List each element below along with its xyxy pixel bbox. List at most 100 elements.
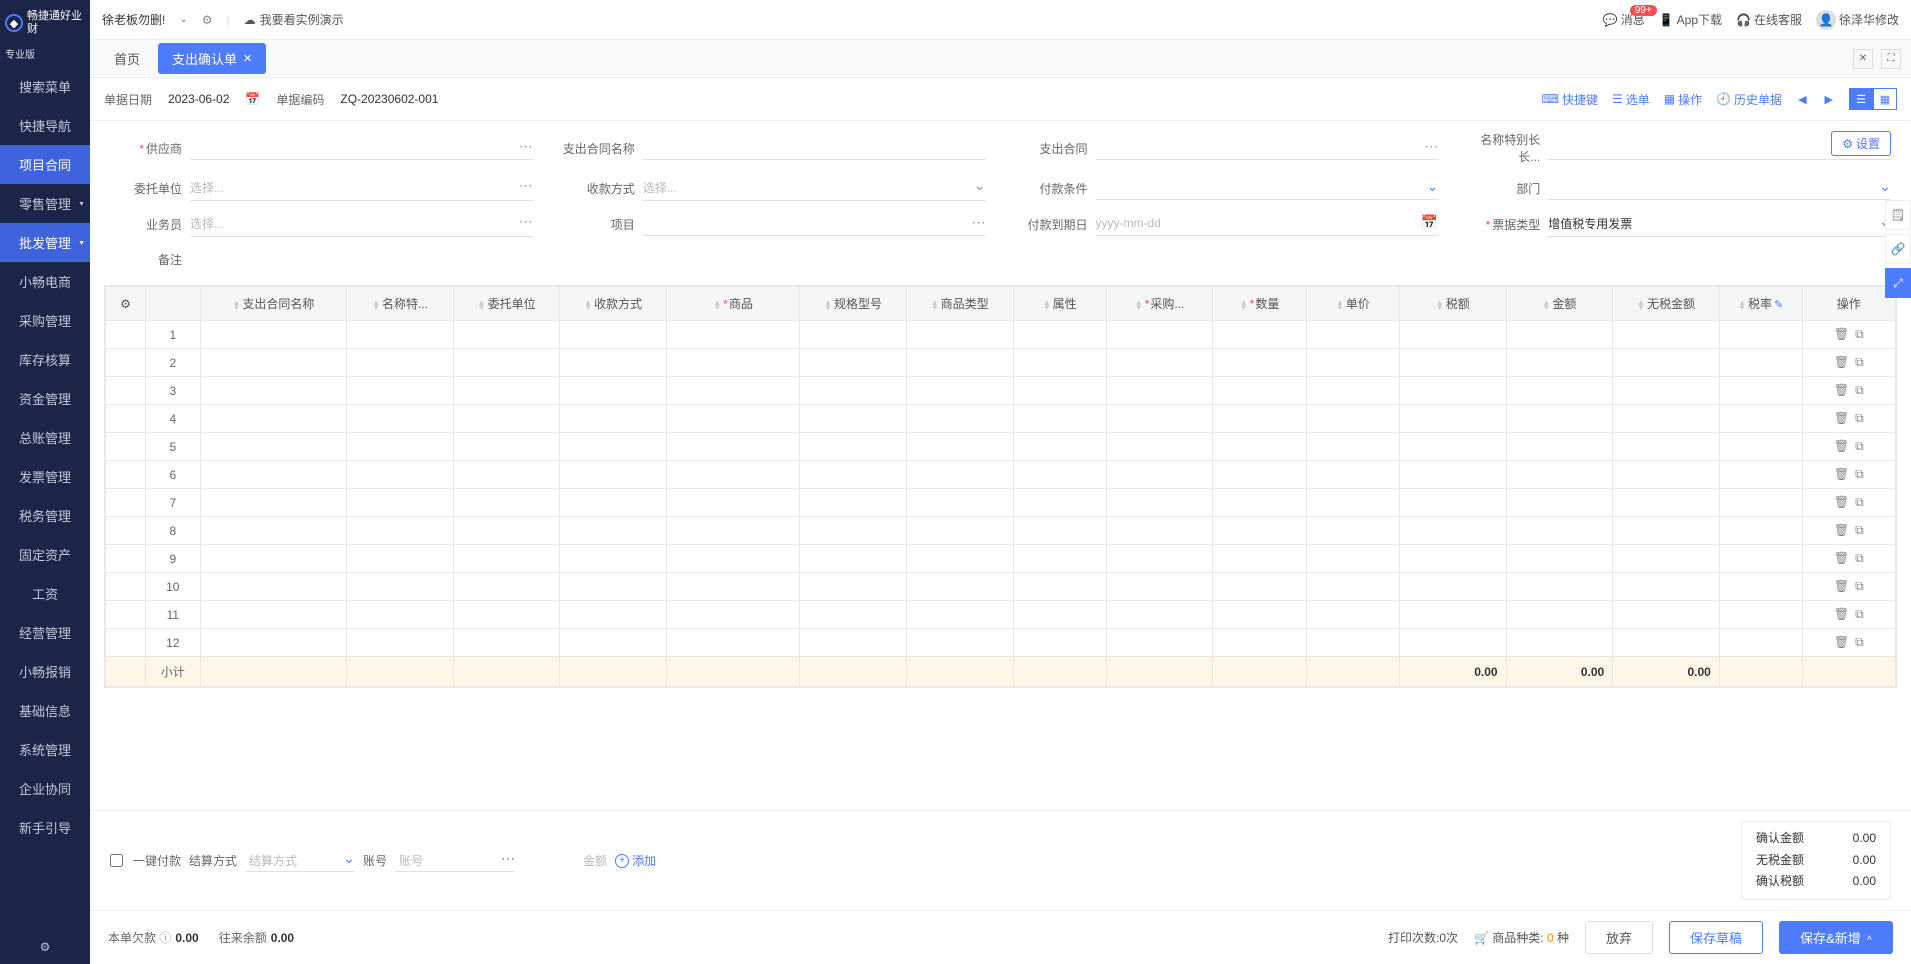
discard-button[interactable]: 放弃 xyxy=(1585,921,1653,954)
invoice-type-select[interactable]: 增值税专用发票⌄ xyxy=(1548,211,1891,237)
table-row[interactable]: 1🗑⧉ xyxy=(106,321,1896,349)
column-header[interactable]: ▲▼名称特... xyxy=(347,287,454,321)
copy-row-icon[interactable]: ⧉ xyxy=(1855,383,1864,397)
more-icon[interactable]: ⋯ xyxy=(519,213,533,230)
column-header[interactable]: ▲▼商品类型 xyxy=(906,287,1013,321)
copy-row-icon[interactable]: ⧉ xyxy=(1855,523,1864,537)
delete-row-icon[interactable]: 🗑 xyxy=(1834,355,1849,369)
support-link[interactable]: 🎧 在线客服 xyxy=(1736,11,1802,28)
table-row[interactable]: 3🗑⧉ xyxy=(106,377,1896,405)
delete-row-icon[interactable]: 🗑 xyxy=(1834,495,1849,509)
copy-row-icon[interactable]: ⧉ xyxy=(1855,607,1864,621)
table-gear-header[interactable]: ⚙ xyxy=(106,287,146,321)
more-icon[interactable]: ⋯ xyxy=(501,850,515,867)
copy-row-icon[interactable]: ⧉ xyxy=(1855,579,1864,593)
next-doc-icon[interactable]: ▶ xyxy=(1823,93,1835,106)
column-header[interactable]: ▲▼税额 xyxy=(1399,287,1506,321)
table-row[interactable]: 7🗑⧉ xyxy=(106,489,1896,517)
sidebar-item[interactable]: 新手引导 xyxy=(0,808,90,847)
contract-input[interactable]: ⋯ xyxy=(1096,136,1439,160)
sidebar-item[interactable]: 发票管理 xyxy=(0,457,90,496)
delete-row-icon[interactable]: 🗑 xyxy=(1834,579,1849,593)
table-row[interactable]: 9🗑⧉ xyxy=(106,545,1896,573)
table-row[interactable]: 6🗑⧉ xyxy=(106,461,1896,489)
view-grid-icon[interactable]: ▦ xyxy=(1873,88,1897,110)
column-header[interactable]: ▲▼税率✎ xyxy=(1719,287,1802,321)
sidebar-item[interactable]: 企业协同 xyxy=(0,769,90,808)
copy-row-icon[interactable]: ⧉ xyxy=(1855,635,1864,649)
account-input[interactable]: 账号⋯ xyxy=(395,850,515,872)
chevron-down-icon[interactable]: ⌄ xyxy=(974,177,986,194)
more-icon[interactable]: ⋯ xyxy=(519,177,533,194)
receive-method-select[interactable]: 选择...⌄ xyxy=(643,175,986,201)
entrust-input[interactable]: 选择...⋯ xyxy=(190,175,533,201)
long-name-input[interactable] xyxy=(1548,136,1891,160)
copy-row-icon[interactable]: ⧉ xyxy=(1855,551,1864,565)
table-row[interactable]: 10🗑⧉ xyxy=(106,573,1896,601)
column-header[interactable]: ▲▼属性 xyxy=(1013,287,1106,321)
sidebar-item[interactable]: 搜索菜单 xyxy=(0,67,90,106)
table-row[interactable]: 4🗑⧉ xyxy=(106,405,1896,433)
tab-close-all-icon[interactable]: ✕ xyxy=(1853,49,1873,69)
select-doc-link[interactable]: ☰选单 xyxy=(1612,91,1650,108)
nav-settings-icon[interactable]: ⚙ xyxy=(0,930,90,964)
column-header[interactable]: ▲▼规格型号 xyxy=(800,287,907,321)
calendar-icon[interactable]: 📅 xyxy=(1421,214,1438,231)
demo-link[interactable]: ☁ 我要看实例演示 xyxy=(244,11,344,28)
column-header[interactable]: ▲▼*商品 xyxy=(667,287,800,321)
org-name[interactable]: 徐老板勿删! xyxy=(102,11,165,28)
history-link[interactable]: 🕘历史单据 xyxy=(1716,91,1782,108)
tab-home[interactable]: 首页 xyxy=(100,43,154,74)
sidebar-item[interactable]: 小畅电商 xyxy=(0,262,90,301)
save-draft-button[interactable]: 保存草稿 xyxy=(1669,921,1763,954)
sidebar-item[interactable]: 库存核算 xyxy=(0,340,90,379)
sidebar-item[interactable]: 资金管理 xyxy=(0,379,90,418)
sidebar-item[interactable]: 项目合同 xyxy=(0,145,90,184)
sidebar-item[interactable]: 工资 xyxy=(0,574,90,613)
table-row[interactable]: 2🗑⧉ xyxy=(106,349,1896,377)
sidebar-item[interactable]: 经营管理 xyxy=(0,613,90,652)
doc-date-value[interactable]: 2023-06-02 xyxy=(168,92,229,106)
chevron-down-icon[interactable]: ⌄ xyxy=(1427,178,1439,195)
onekey-pay-checkbox[interactable] xyxy=(110,854,123,867)
calendar-icon[interactable]: 📅 xyxy=(245,92,260,106)
view-list-icon[interactable]: ☰ xyxy=(1849,88,1873,110)
operations-link[interactable]: ▦操作 xyxy=(1664,91,1702,108)
messages-link[interactable]: 💬 消息 99+ xyxy=(1603,11,1645,28)
more-icon[interactable]: ⋯ xyxy=(1424,138,1438,155)
column-header[interactable]: ▲▼金额 xyxy=(1506,287,1613,321)
tab-current[interactable]: 支出确认单 ✕ xyxy=(158,43,266,74)
department-select[interactable]: ⌄ xyxy=(1548,176,1891,200)
add-payment-button[interactable]: + 添加 xyxy=(615,852,656,869)
copy-row-icon[interactable]: ⧉ xyxy=(1855,355,1864,369)
delete-row-icon[interactable]: 🗑 xyxy=(1834,439,1849,453)
delete-row-icon[interactable]: 🗑 xyxy=(1834,327,1849,341)
save-and-new-button[interactable]: 保存&新增 ˄ xyxy=(1779,921,1893,954)
prev-doc-icon[interactable]: ◀ xyxy=(1796,93,1808,106)
supplier-input[interactable]: ⋯ xyxy=(190,136,533,160)
sidebar-item[interactable]: 采购管理 xyxy=(0,301,90,340)
sidebar-item[interactable]: 税务管理 xyxy=(0,496,90,535)
sidebar-item[interactable]: 总账管理 xyxy=(0,418,90,457)
rail-attach-icon[interactable]: 🔗 xyxy=(1885,234,1911,264)
delete-row-icon[interactable]: 🗑 xyxy=(1834,523,1849,537)
remark-input[interactable] xyxy=(190,247,555,271)
pay-due-date-input[interactable]: yyyy-mm-dd📅 xyxy=(1096,212,1439,236)
column-header[interactable]: ▲▼*采购... xyxy=(1106,287,1213,321)
rail-expand-icon[interactable]: ⤢ xyxy=(1885,268,1911,298)
payment-terms-select[interactable]: ⌄ xyxy=(1096,176,1439,200)
sidebar-item[interactable]: 固定资产 xyxy=(0,535,90,574)
project-input[interactable]: ⋯ xyxy=(643,212,986,236)
column-header[interactable]: ▲▼无税金额 xyxy=(1613,287,1720,321)
table-row[interactable]: 8🗑⧉ xyxy=(106,517,1896,545)
more-icon[interactable]: ⋯ xyxy=(519,138,533,155)
tab-close-icon[interactable]: ✕ xyxy=(243,52,252,65)
sidebar-item[interactable]: 小畅报销 xyxy=(0,652,90,691)
column-header[interactable]: ▲▼单价 xyxy=(1306,287,1399,321)
edit-icon[interactable]: ✎ xyxy=(1774,299,1783,311)
copy-row-icon[interactable]: ⧉ xyxy=(1855,327,1864,341)
settle-method-select[interactable]: 结算方式⌄ xyxy=(245,850,355,872)
sidebar-item[interactable]: 零售管理 xyxy=(0,184,90,223)
column-header[interactable]: ▲▼收款方式 xyxy=(560,287,667,321)
sidebar-item[interactable]: 批发管理 xyxy=(0,223,90,262)
